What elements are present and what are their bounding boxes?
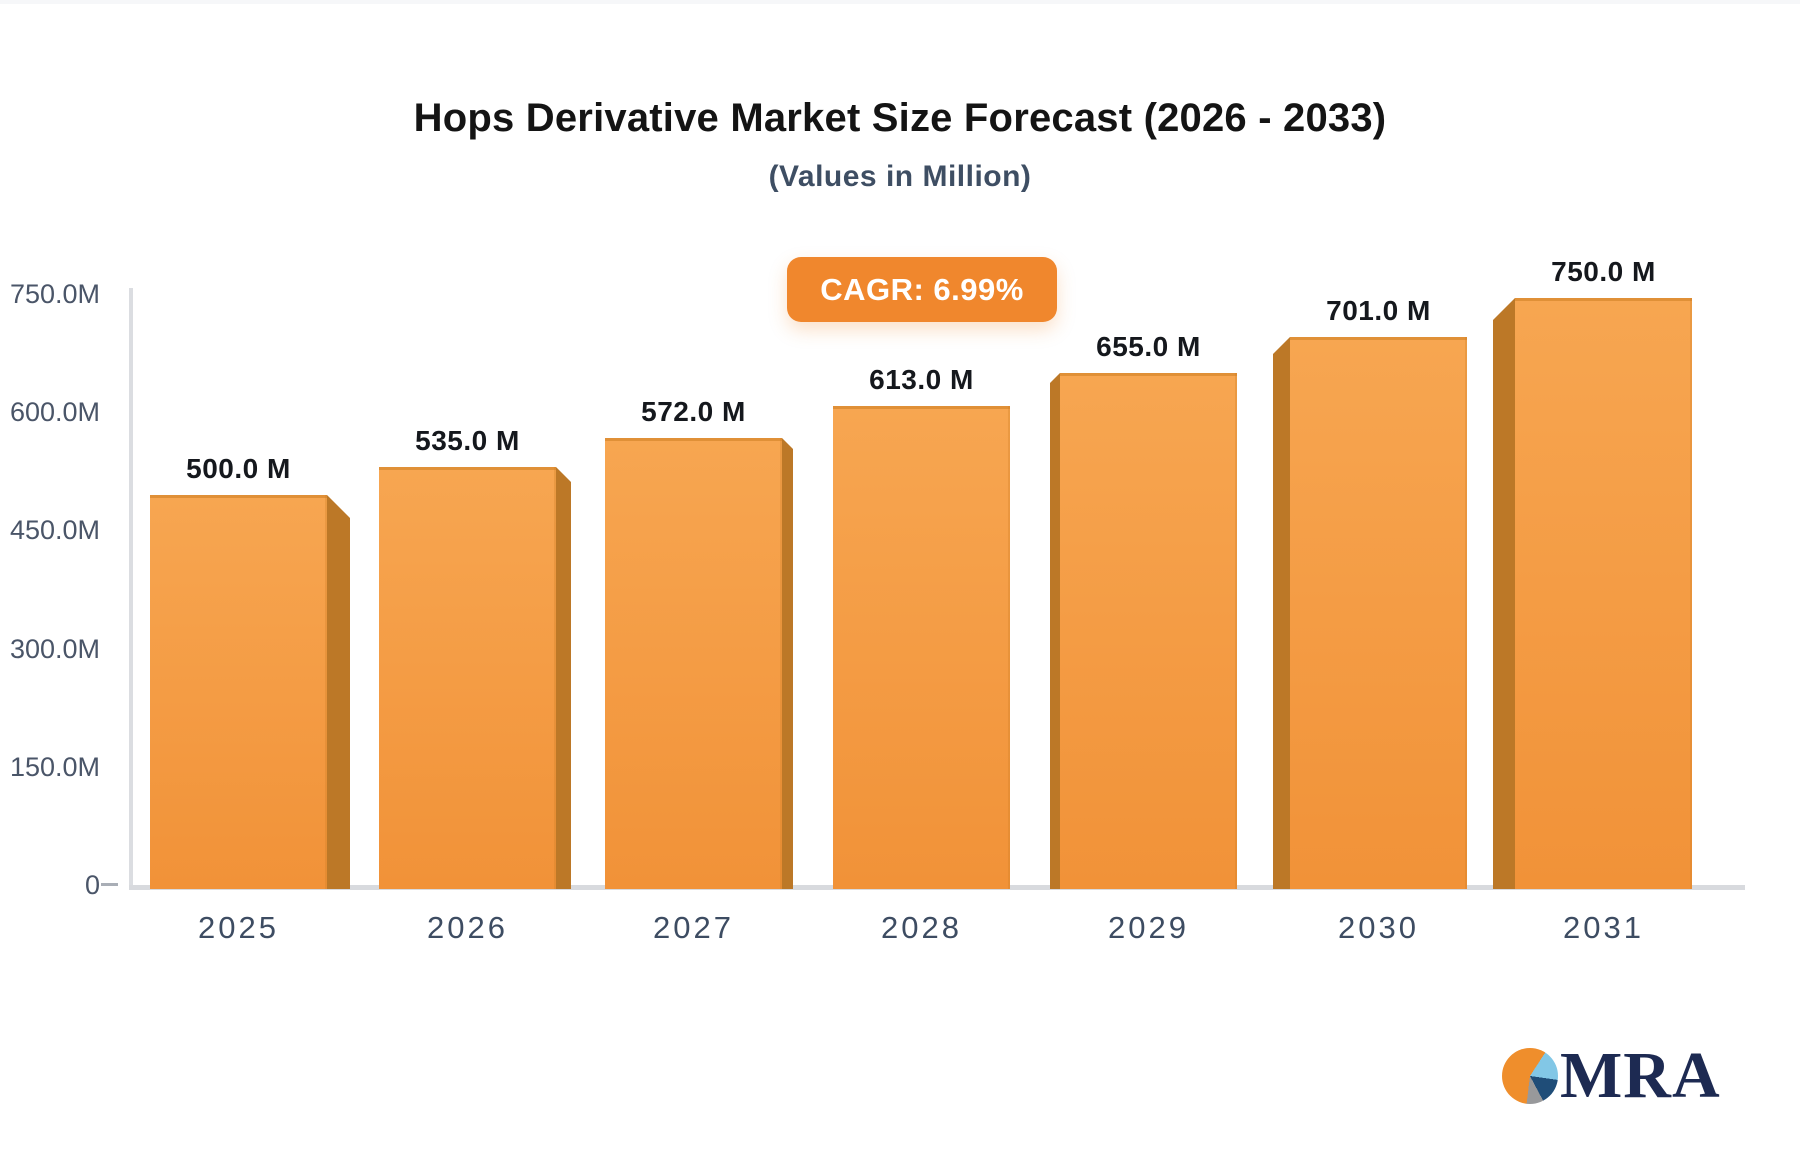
x-axis-label-2025: 2025 (198, 910, 279, 945)
bar-2028 (833, 406, 1010, 889)
y-tick-label: 450.0M (9, 515, 100, 546)
chart-subtitle: (Values in Million) (768, 160, 1032, 193)
chart-title: Hops Derivative Market Size Forecast (20… (413, 96, 1387, 140)
bar-2027 (605, 438, 782, 889)
pie-chart-logo-icon (1502, 1048, 1558, 1104)
x-axis-label-2029: 2029 (1108, 910, 1189, 945)
logo-text: MRA (1560, 1039, 1721, 1112)
bar-2025 (150, 495, 327, 889)
bar-3d-side (782, 438, 793, 889)
top-edge-strip (0, 0, 1800, 4)
x-axis-label-2026: 2026 (427, 910, 508, 945)
bar-2030 (1290, 337, 1467, 889)
bar-3d-side (327, 495, 350, 889)
bar-value-label: 613.0 M (869, 364, 974, 395)
x-axis-label-2027: 2027 (653, 910, 734, 945)
bar-value-label: 655.0 M (1096, 331, 1201, 362)
bar-value-label: 500.0 M (186, 453, 291, 484)
bar-3d-side (556, 467, 571, 889)
bar-3d-side (1493, 298, 1515, 889)
y-tick-label: 0 (84, 870, 100, 900)
cagr-badge: CAGR: 6.99% (787, 257, 1057, 322)
bar-2026 (379, 467, 556, 889)
brand-logo: MRA (1502, 1036, 1742, 1116)
bar-value-label: 701.0 M (1326, 295, 1431, 326)
bar-value-label: 535.0 M (415, 425, 520, 456)
zero-tick-mark (101, 883, 118, 886)
y-tick-label: 600.0M (9, 397, 100, 428)
bar-2029 (1060, 373, 1237, 889)
x-axis-label-2028: 2028 (881, 910, 962, 945)
x-axis-label-2031: 2031 (1563, 910, 1644, 945)
bar-2031 (1515, 298, 1692, 889)
x-axis-label-2030: 2030 (1338, 910, 1419, 945)
y-tick-label: 750.0M (9, 279, 100, 309)
y-axis-line (129, 288, 133, 888)
bar-3d-side (1050, 373, 1060, 889)
y-tick-label: 150.0M (9, 751, 100, 782)
y-tick-label: 300.0M (9, 633, 100, 664)
bar-3d-side (1273, 337, 1290, 889)
bar-value-label: 750.0 M (1551, 256, 1656, 287)
bar-value-label: 572.0 M (641, 396, 746, 427)
